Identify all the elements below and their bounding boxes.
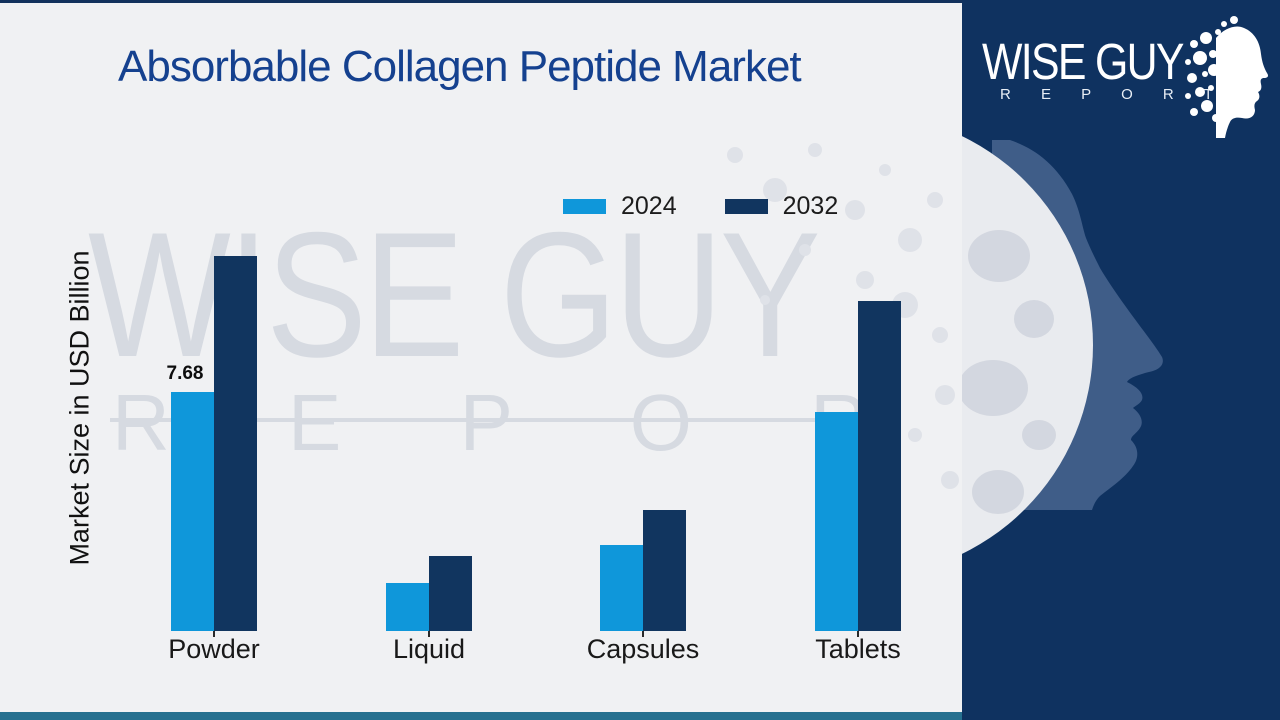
axis-tick [428, 631, 430, 637]
bar-liquid-2024 [386, 583, 429, 631]
legend: 2024 2032 [563, 192, 838, 221]
page-title: Absorbable Collagen Peptide Market [118, 42, 802, 91]
axis-tick [213, 631, 215, 637]
axis-tick [857, 631, 859, 637]
circle-blob [962, 360, 1028, 416]
bottom-accent-strip [0, 712, 962, 720]
top-accent-strip [0, 0, 962, 3]
category-label-powder: Powder [168, 634, 260, 664]
y-axis-label: Market Size in USD Billion [64, 250, 95, 566]
watermark-dots [727, 143, 959, 489]
legend-swatch [563, 199, 606, 214]
bar-powder-2024 [171, 392, 214, 631]
legend-label: 2032 [782, 192, 839, 220]
bar-capsules-2024 [600, 545, 643, 631]
watermark-line [110, 418, 822, 422]
bar-tablets-2032 [858, 301, 901, 631]
category-label-capsules: Capsules [586, 634, 700, 664]
bar-powder-2032 [214, 256, 257, 631]
category-label-liquid: Liquid [392, 634, 466, 664]
bar-chart-plot-area: Powder Liquid Capsules Tablets 7.68 [166, 256, 901, 664]
bar-liquid-2032 [429, 556, 472, 631]
bar-tablets-2024 [815, 412, 858, 631]
bar-value-label: 7.68 [166, 363, 204, 384]
legend-item-2032: 2032 [724, 192, 839, 221]
legend-label: 2024 [621, 192, 677, 220]
circle-blob [1022, 420, 1056, 450]
circle-blob [972, 470, 1024, 514]
circle-blob [1014, 300, 1054, 338]
brand-logo-reports: R E P O R T S [1000, 86, 1266, 103]
watermark-wordmark: WISE GUY [88, 195, 821, 394]
bar-capsules-2032 [643, 510, 686, 631]
circle-blob [968, 230, 1030, 282]
axis-tick [642, 631, 644, 637]
legend-item-2024: 2024 [563, 192, 677, 221]
brand-logo-wordmark: WISE GUY [982, 33, 1184, 90]
legend-swatch [724, 199, 768, 214]
category-label-tablets: Tablets [815, 634, 901, 664]
dotted-face-icon [1185, 16, 1268, 138]
brand-panel: WISE GUY R E P O R T S [962, 0, 1280, 720]
